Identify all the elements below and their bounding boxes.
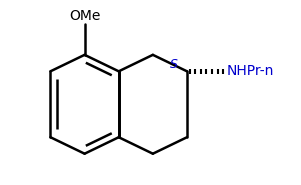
Text: OMe: OMe [69, 9, 100, 23]
Text: NHPr-n: NHPr-n [227, 64, 275, 78]
Text: S: S [170, 58, 178, 71]
